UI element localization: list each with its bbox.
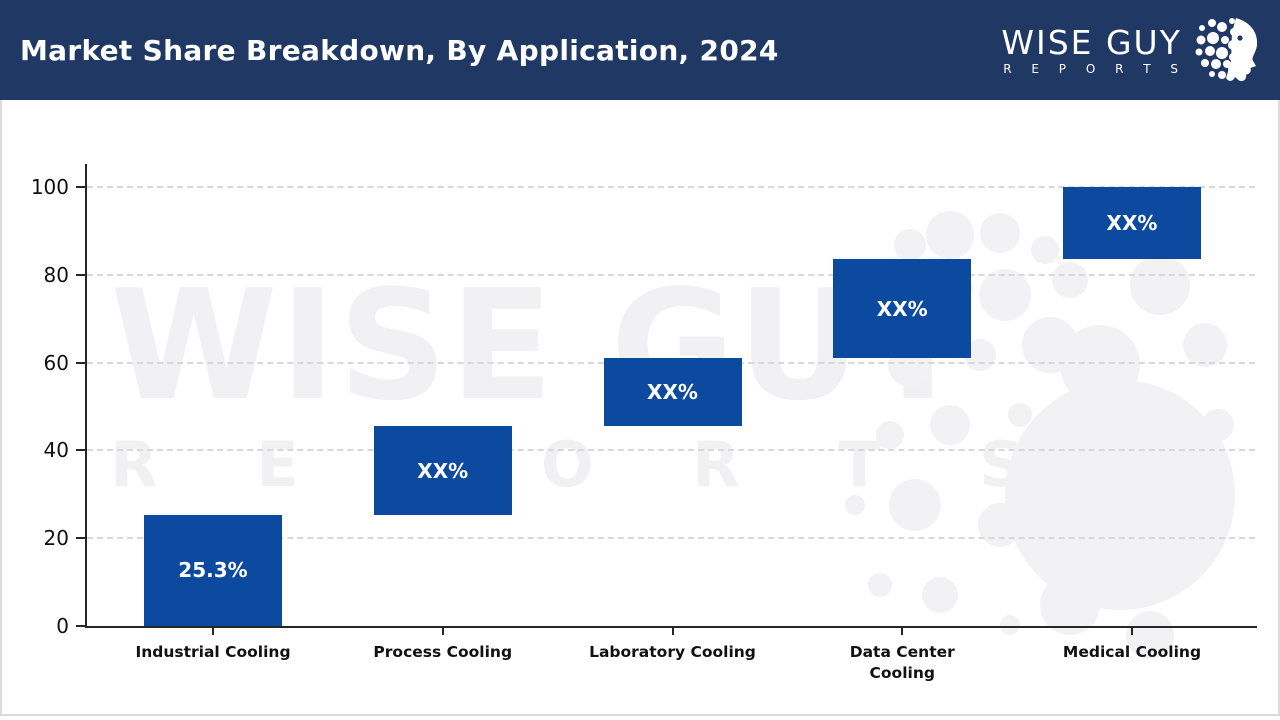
x-tick-label: Process Cooling	[373, 643, 513, 661]
x-tick-label: Medical Cooling	[1062, 643, 1202, 661]
wise-guy-logo: WISE GUY R E P O R T S	[997, 12, 1262, 88]
y-tick-label: 60	[43, 350, 69, 375]
logo-text-wiseguy: WISE GUY	[1001, 22, 1182, 62]
y-tick-label: 40	[43, 438, 69, 463]
bar-value-label: XX%	[647, 380, 698, 405]
bar-segment: XX%	[833, 259, 972, 359]
y-tick-label: 20	[43, 526, 69, 551]
bar-segment: XX%	[603, 358, 742, 427]
bar-segment: XX%	[1063, 187, 1201, 260]
x-tick-mark	[671, 626, 674, 635]
gridline	[87, 537, 1255, 540]
gridline	[87, 449, 1255, 452]
y-tick-label: 0	[56, 614, 69, 638]
y-tick-mark	[76, 625, 85, 627]
x-tick-label: Laboratory Cooling	[589, 643, 756, 661]
bar-segment: 25.3%	[144, 514, 282, 626]
x-tick-mark	[901, 626, 904, 635]
bar-value-label: XX%	[1106, 211, 1158, 236]
logo-wordmark: WISE GUY R E P O R T S	[997, 26, 1186, 75]
y-tick-mark	[76, 186, 85, 188]
header: Market Share Breakdown, By Application, …	[0, 0, 1280, 100]
x-tick-mark	[212, 626, 214, 635]
plot-area: 0 20 40 60 80 100 25.3% Industrial Cooling XX% Pr…	[31, 164, 1257, 682]
logo-face-icon	[1195, 18, 1258, 82]
y-tick-mark	[76, 361, 85, 364]
y-tick-label: 100	[30, 175, 69, 199]
y-tick-mark	[76, 537, 85, 540]
x-tick-mark	[441, 626, 444, 635]
bar-value-label: 25.3%	[178, 558, 248, 583]
page-title: Market Share Breakdown, By Application, …	[20, 33, 779, 67]
x-tick-mark	[1131, 626, 1133, 635]
gridline	[87, 186, 1255, 188]
bar-segment: XX%	[373, 426, 512, 515]
bar-value-label: XX%	[876, 296, 928, 321]
y-tick-label: 80	[43, 262, 69, 287]
x-tick-label: Industrial Cooling	[135, 643, 291, 661]
y-tick-mark	[76, 273, 85, 276]
logo-text-reports: R E P O R T S	[1003, 61, 1186, 76]
bar-value-label: XX%	[417, 458, 469, 483]
y-tick-mark	[76, 449, 85, 452]
gridline	[87, 273, 1255, 276]
x-tick-label: Data Center Cooling	[849, 643, 955, 682]
